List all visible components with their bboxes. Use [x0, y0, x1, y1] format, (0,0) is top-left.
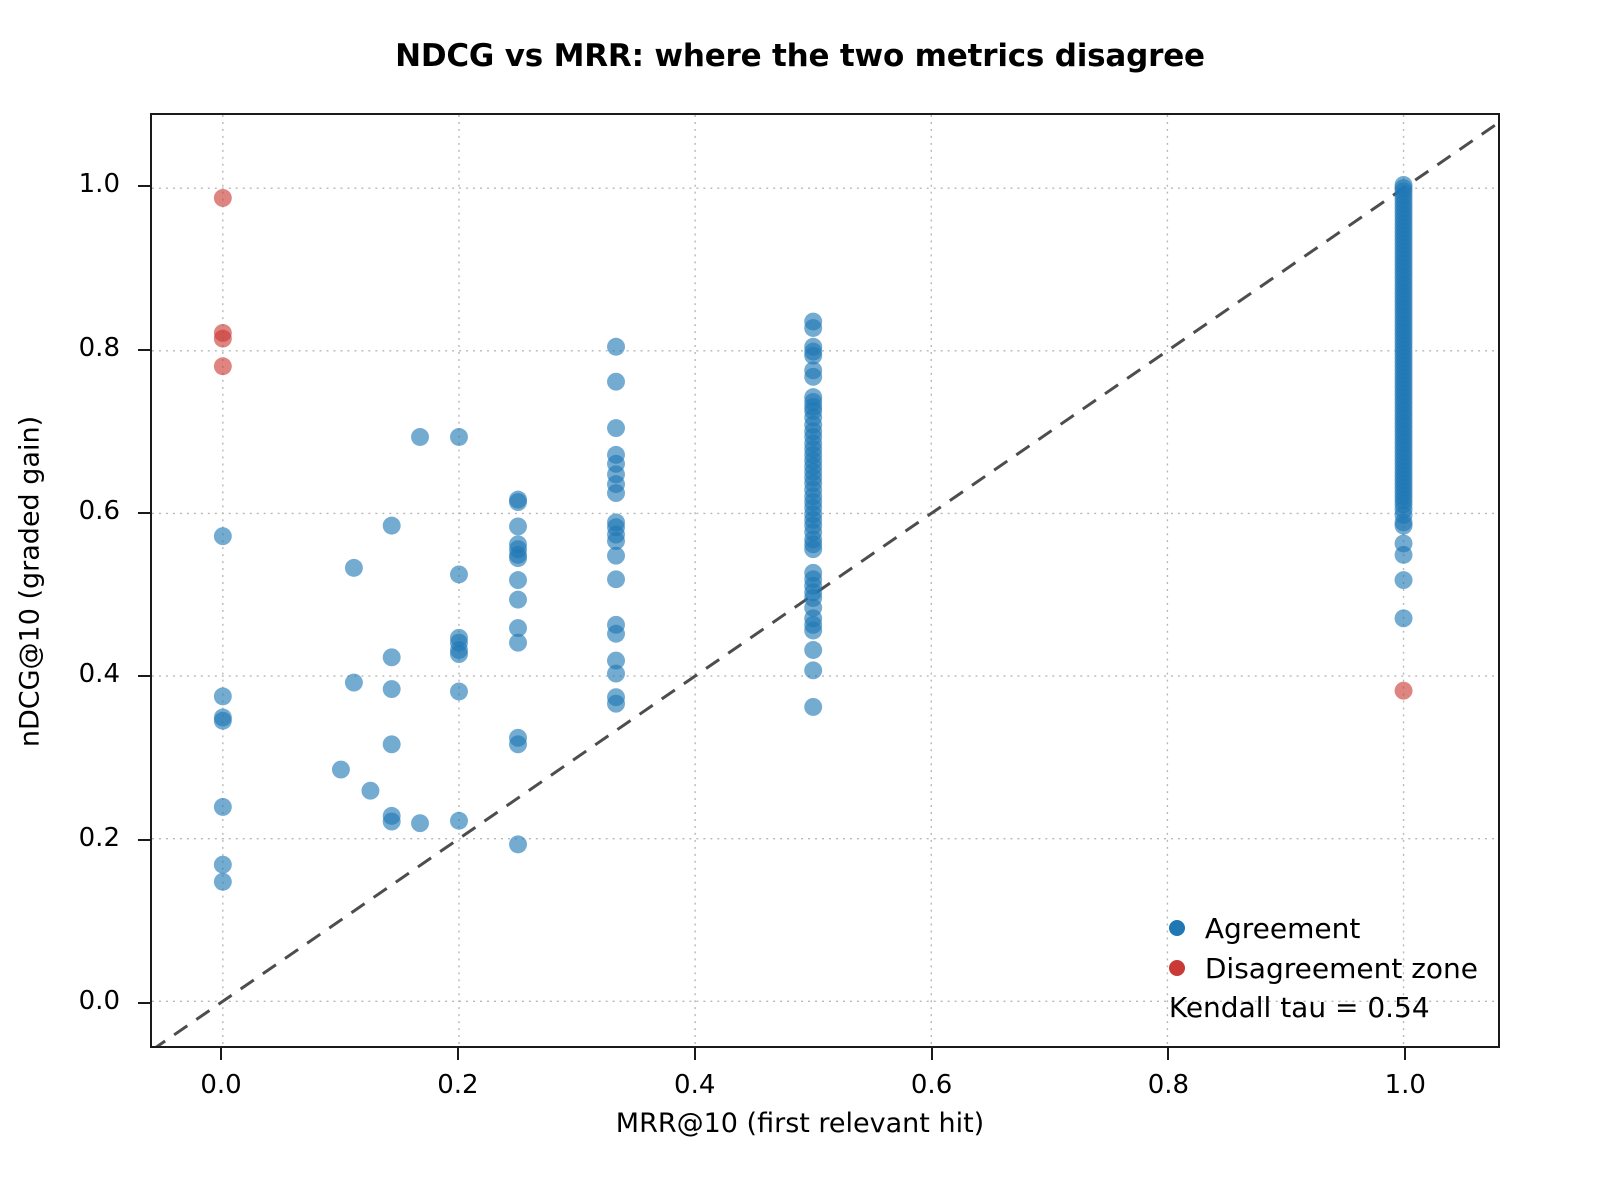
x-tick-label: 0.2: [437, 1070, 479, 1100]
identity-diagonal: [155, 121, 1498, 1046]
legend-marker-disagreement-icon: [1168, 960, 1185, 976]
data-point: [607, 651, 625, 670]
x-tick-label: 0.0: [200, 1070, 242, 1100]
x-tick-mark: [456, 1048, 459, 1060]
legend-item-agreement[interactable]: Agreement: [1168, 908, 1361, 948]
data-point: [804, 540, 823, 559]
legend-label-disagreement: Disagreement zone: [1204, 951, 1478, 985]
data-point: [804, 661, 823, 680]
data-point: [607, 419, 625, 438]
data-point: [509, 835, 527, 854]
series-agreement-points: [213, 175, 1413, 891]
data-point: [1394, 681, 1413, 700]
data-point: [607, 664, 625, 683]
x-tick-mark: [220, 1048, 223, 1060]
data-point: [382, 648, 401, 667]
data-point: [509, 633, 527, 652]
y-tick-mark: [138, 675, 150, 678]
data-point: [509, 517, 527, 536]
data-point: [450, 645, 468, 664]
y-tick-label: 0.4: [78, 659, 120, 690]
data-point: [213, 687, 232, 706]
y-tick-label: 1.0: [78, 169, 120, 200]
x-tick-mark: [1404, 1048, 1407, 1060]
y-tick-mark: [138, 838, 150, 841]
scatter-plot-canvas: [152, 115, 1498, 1046]
x-tick-label: 0.4: [674, 1070, 716, 1100]
data-point: [382, 680, 401, 699]
data-point: [1394, 571, 1413, 590]
x-tick-label: 0.8: [1147, 1070, 1190, 1100]
data-point: [607, 694, 625, 713]
data-point: [1394, 545, 1413, 564]
kendall-tau-annotation: Kendall tau = 0.54: [1168, 991, 1430, 1024]
page-title: NDCG vs MRR: where the two metrics disag…: [395, 38, 1205, 74]
x-axis-label: MRR@10 (first relevant hit): [615, 1108, 985, 1139]
y-tick-mark: [138, 512, 150, 515]
data-point: [804, 697, 823, 716]
data-point: [607, 570, 625, 589]
data-point: [331, 760, 350, 779]
data-point: [804, 621, 823, 640]
data-point: [213, 329, 232, 348]
series-disagreement-points: [213, 188, 1413, 700]
y-tick-mark: [138, 185, 150, 188]
legend-marker-agreement-icon: [1168, 920, 1185, 936]
x-tick-label: 0.6: [910, 1070, 953, 1100]
data-point: [509, 735, 527, 754]
data-point: [509, 590, 527, 609]
data-point: [607, 624, 625, 643]
y-tick-label: 0.6: [78, 496, 120, 527]
legend: Agreement Disagreement zone Kendall tau …: [1157, 902, 1486, 1036]
y-tick-label: 0.0: [78, 986, 120, 1017]
data-point: [213, 855, 232, 874]
x-tick-label: 1.0: [1384, 1070, 1426, 1100]
data-point: [509, 493, 527, 511]
y-tick-label: 0.2: [78, 822, 120, 853]
x-tick-mark: [693, 1048, 696, 1060]
legend-label-agreement: Agreement: [1204, 911, 1361, 945]
data-point: [450, 565, 468, 584]
y-tick-mark: [138, 348, 150, 351]
data-point: [213, 188, 232, 207]
y-tick-mark: [138, 1002, 150, 1005]
data-point: [344, 558, 363, 577]
data-point: [213, 527, 232, 546]
data-point: [361, 781, 380, 800]
data-point: [804, 346, 823, 365]
data-point: [607, 484, 625, 503]
plot-area: Agreement Disagreement zone Kendall tau …: [150, 113, 1500, 1048]
data-point: [382, 735, 401, 754]
data-point: [509, 549, 527, 568]
data-point: [344, 673, 363, 692]
data-point: [607, 532, 625, 551]
data-point: [607, 337, 625, 356]
data-point: [1394, 609, 1413, 628]
data-point: [213, 357, 232, 376]
identity-diagonal-line: [155, 121, 1498, 1046]
data-point: [382, 516, 401, 535]
data-point: [607, 546, 625, 565]
x-tick-mark: [930, 1048, 933, 1060]
legend-item-disagreement[interactable]: Disagreement zone: [1168, 948, 1478, 988]
data-point: [411, 814, 429, 833]
data-point: [450, 428, 468, 446]
data-point: [607, 372, 625, 391]
data-point: [450, 682, 468, 701]
data-point: [213, 872, 232, 891]
data-point: [382, 812, 401, 831]
y-tick-label: 0.8: [78, 332, 120, 363]
data-point: [509, 619, 527, 638]
x-tick-mark: [1167, 1048, 1170, 1060]
data-point: [804, 367, 823, 386]
data-point: [1394, 516, 1413, 535]
data-point: [213, 797, 232, 816]
data-point: [411, 428, 429, 446]
data-point: [804, 641, 823, 659]
data-point: [804, 319, 823, 337]
data-point: [450, 811, 468, 830]
data-point: [509, 571, 527, 590]
data-point: [213, 711, 232, 730]
